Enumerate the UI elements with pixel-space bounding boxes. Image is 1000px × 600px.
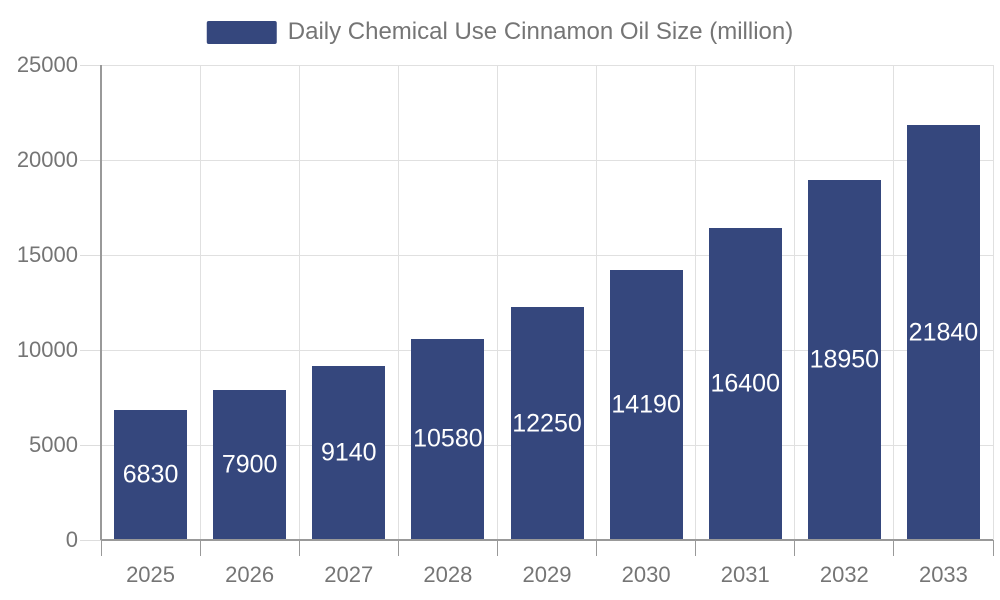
gridline-vertical bbox=[199, 65, 201, 540]
bar-value-label: 21840 bbox=[908, 318, 979, 346]
bar-value-label: 14190 bbox=[611, 390, 681, 419]
x-axis-tick bbox=[794, 540, 796, 556]
bar-2030[interactable]: 14190 bbox=[609, 270, 683, 540]
bar-value-label: 6830 bbox=[122, 460, 179, 489]
y-axis-line bbox=[100, 65, 102, 540]
bar-2032[interactable]: 18950 bbox=[807, 179, 881, 540]
y-axis-tick bbox=[80, 64, 101, 66]
x-axis-label: 2029 bbox=[522, 562, 572, 587]
bar-value-label: 9140 bbox=[320, 438, 377, 467]
x-axis-label: 2033 bbox=[918, 562, 968, 587]
gridline-vertical bbox=[992, 65, 994, 540]
x-axis-tick bbox=[298, 540, 300, 556]
y-axis-tick bbox=[80, 444, 101, 446]
x-axis-label: 2025 bbox=[126, 562, 176, 587]
y-axis-label: 5000 bbox=[29, 432, 78, 457]
bar-2031[interactable]: 16400 bbox=[708, 228, 782, 540]
gridline-vertical bbox=[397, 65, 399, 540]
y-axis-label: 15000 bbox=[16, 242, 78, 267]
gridline-vertical bbox=[893, 65, 895, 540]
x-axis-label: 2030 bbox=[621, 562, 671, 587]
legend-item[interactable]: Daily Chemical Use Cinnamon Oil Size (mi… bbox=[206, 18, 794, 46]
x-axis-tick bbox=[695, 540, 697, 556]
gridline-vertical bbox=[298, 65, 300, 540]
gridline-vertical bbox=[695, 65, 697, 540]
bar-2028[interactable]: 10580 bbox=[411, 338, 485, 540]
legend-swatch bbox=[206, 20, 277, 44]
y-axis-tick bbox=[80, 539, 101, 541]
gridline-vertical bbox=[794, 65, 796, 540]
x-axis-tick bbox=[199, 540, 201, 556]
bar-2029[interactable]: 12250 bbox=[510, 307, 584, 540]
y-axis-label: 25000 bbox=[16, 52, 78, 77]
x-axis-label: 2026 bbox=[225, 562, 275, 587]
bar-value-label: 10580 bbox=[413, 424, 483, 453]
gridline-horizontal bbox=[101, 254, 993, 256]
gridline-vertical bbox=[596, 65, 598, 540]
x-axis-tick bbox=[992, 540, 994, 556]
bar-value-label: 12250 bbox=[512, 409, 582, 438]
x-axis-tick bbox=[596, 540, 598, 556]
y-axis-tick bbox=[80, 349, 101, 351]
x-axis-label: 2032 bbox=[819, 562, 869, 587]
y-axis-label: 10000 bbox=[16, 337, 78, 362]
bar-value-label: 16400 bbox=[710, 369, 780, 398]
x-axis-label: 2031 bbox=[720, 562, 770, 587]
bar-2027[interactable]: 9140 bbox=[312, 366, 386, 540]
x-axis-tick bbox=[397, 540, 399, 556]
bar-value-label: 18950 bbox=[809, 345, 880, 374]
gridline-horizontal bbox=[101, 64, 993, 66]
bar-2033[interactable]: 21840 bbox=[906, 125, 980, 540]
x-axis-label: 2027 bbox=[324, 562, 374, 587]
gridline-vertical bbox=[496, 65, 498, 540]
bar-2026[interactable]: 7900 bbox=[213, 389, 287, 540]
legend-label: Daily Chemical Use Cinnamon Oil Size (mi… bbox=[287, 18, 794, 45]
x-axis-label: 2028 bbox=[423, 562, 473, 587]
x-axis-tick bbox=[100, 540, 102, 556]
bar-value-label: 7900 bbox=[221, 450, 278, 479]
x-axis-tick bbox=[496, 540, 498, 556]
bar-2025[interactable]: 6830 bbox=[114, 410, 188, 540]
gridline-horizontal bbox=[101, 159, 993, 161]
y-axis-tick bbox=[80, 159, 101, 161]
x-axis-line bbox=[101, 539, 993, 541]
y-axis-label: 20000 bbox=[16, 147, 78, 172]
y-axis-label: 0 bbox=[65, 527, 78, 552]
x-axis-tick bbox=[893, 540, 895, 556]
y-axis-tick bbox=[80, 254, 101, 256]
